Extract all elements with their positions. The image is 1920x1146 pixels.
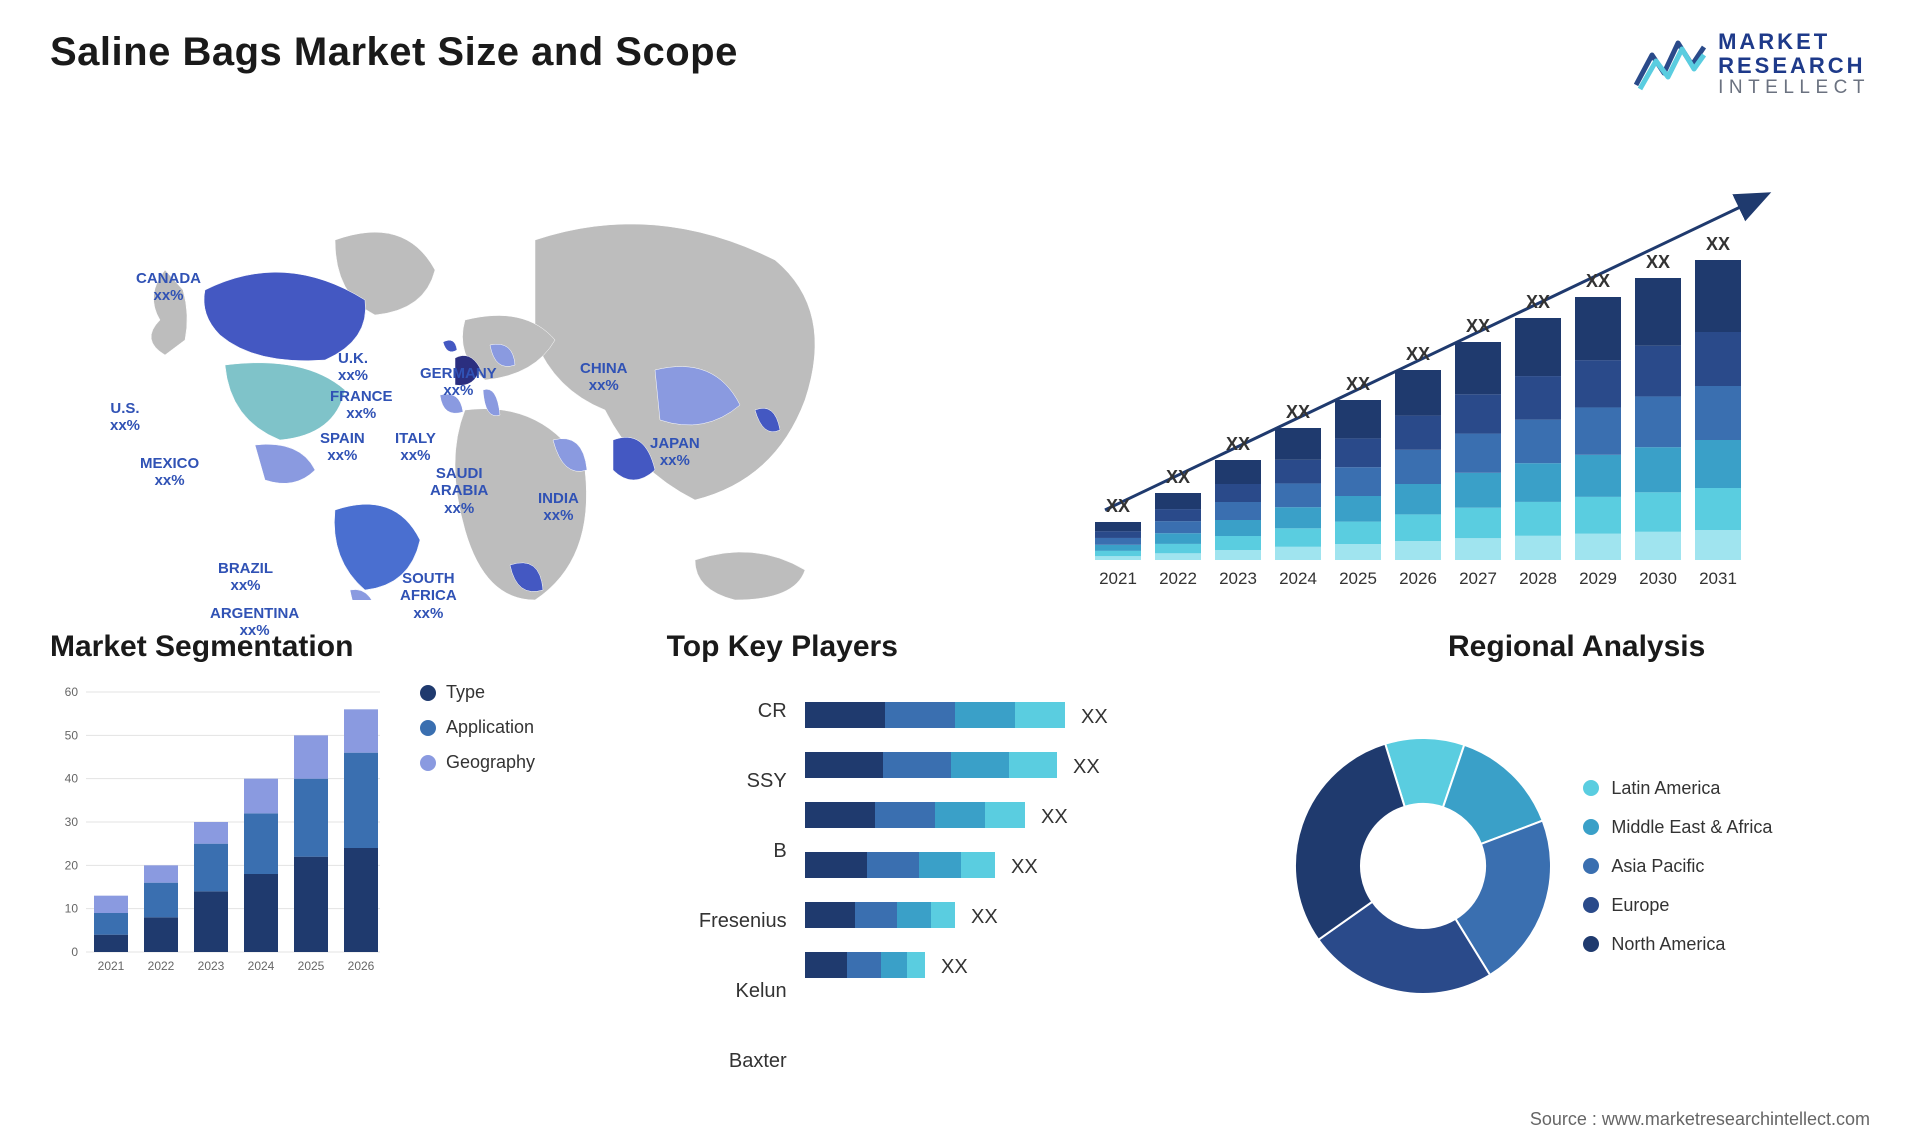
svg-text:XX: XX xyxy=(1706,234,1730,254)
map-label: MEXICOxx% xyxy=(140,455,199,490)
key-player-label: Fresenius xyxy=(667,908,787,958)
svg-text:2025: 2025 xyxy=(1339,569,1377,588)
svg-text:XX: XX xyxy=(1466,316,1490,336)
map-label: ITALYxx% xyxy=(395,430,436,465)
segmentation-chart: 0 10 20 30 40 50 60 2021 2022 2023 2024 2025 2026 xyxy=(50,682,390,982)
map-label: JAPANxx% xyxy=(650,435,700,470)
svg-text:2027: 2027 xyxy=(1459,569,1497,588)
svg-text:XX: XX xyxy=(1586,271,1610,291)
key-player-label: CR xyxy=(667,698,787,748)
svg-text:2031: 2031 xyxy=(1699,569,1737,588)
key-players-chart: XX XX XX XX XX XX xyxy=(805,682,1165,1012)
segmentation-legend: Type Application Geography xyxy=(420,682,535,1050)
key-players-labels: CR SSY B Fresenius Kelun Baxter xyxy=(667,698,787,1098)
svg-text:0: 0 xyxy=(71,945,78,959)
map-label: SOUTHAFRICAxx% xyxy=(400,570,457,622)
key-player-label: B xyxy=(667,838,787,888)
map-label: FRANCExx% xyxy=(330,388,393,423)
legend-item: Europe xyxy=(1583,895,1772,916)
svg-text:2030: 2030 xyxy=(1639,569,1677,588)
map-label: CANADAxx% xyxy=(136,270,201,305)
svg-text:XX: XX xyxy=(971,906,998,928)
key-player-label: Baxter xyxy=(667,1048,787,1098)
svg-text:2023: 2023 xyxy=(198,959,225,973)
svg-text:2028: 2028 xyxy=(1519,569,1557,588)
brand-logo: MARKET RESEARCH INTELLECT xyxy=(1634,30,1870,99)
legend-item: Type xyxy=(420,682,535,703)
source-footer: Source : www.marketresearchintellect.com xyxy=(1530,1109,1870,1130)
svg-text:2024: 2024 xyxy=(1279,569,1317,588)
svg-text:XX: XX xyxy=(1526,292,1550,312)
segmentation-title: Market Segmentation xyxy=(50,630,637,664)
svg-text:2024: 2024 xyxy=(248,959,275,973)
legend-item: Asia Pacific xyxy=(1583,856,1772,877)
key-players-title: Top Key Players xyxy=(667,630,1254,664)
svg-text:XX: XX xyxy=(1346,374,1370,394)
regional-title: Regional Analysis xyxy=(1283,630,1870,664)
svg-text:XX: XX xyxy=(1166,467,1190,487)
svg-text:XX: XX xyxy=(1073,756,1100,778)
svg-text:XX: XX xyxy=(1406,344,1430,364)
svg-text:2023: 2023 xyxy=(1219,569,1257,588)
map-label: ARGENTINAxx% xyxy=(210,605,299,640)
svg-text:2021: 2021 xyxy=(1099,569,1137,588)
logo-text-1: MARKET xyxy=(1718,30,1870,54)
growth-chart-panel: XX 2021 XX 2022 XX 2023 XX 2024 XX 2025 XX 2026 XX 20… xyxy=(980,140,1870,600)
svg-text:XX: XX xyxy=(1106,496,1130,516)
page-title: Saline Bags Market Size and Scope xyxy=(50,30,738,75)
key-player-label: Kelun xyxy=(667,978,787,1028)
regional-legend: Latin America Middle East & Africa Asia Pa… xyxy=(1583,778,1772,955)
map-label: INDIAxx% xyxy=(538,490,579,525)
legend-item: Latin America xyxy=(1583,778,1772,799)
map-label: SAUDIARABIAxx% xyxy=(430,465,488,517)
key-players-panel: Top Key Players CRSSYBFreseniusKelunBaxt… xyxy=(667,630,1254,1050)
svg-text:2029: 2029 xyxy=(1579,569,1617,588)
svg-text:XX: XX xyxy=(1646,252,1670,272)
svg-text:50: 50 xyxy=(65,728,79,742)
legend-item: North America xyxy=(1583,934,1772,955)
key-player-label: SSY xyxy=(667,768,787,818)
map-label: CHINAxx% xyxy=(580,360,628,395)
legend-item: Geography xyxy=(420,752,535,773)
map-label: GERMANYxx% xyxy=(420,365,497,400)
svg-text:30: 30 xyxy=(65,815,79,829)
svg-text:2026: 2026 xyxy=(1399,569,1437,588)
logo-icon xyxy=(1634,35,1706,95)
svg-text:10: 10 xyxy=(65,902,79,916)
svg-text:XX: XX xyxy=(1286,402,1310,422)
svg-text:XX: XX xyxy=(941,956,968,978)
map-label: SPAINxx% xyxy=(320,430,365,465)
map-label: U.S.xx% xyxy=(110,400,140,435)
regional-donut xyxy=(1283,726,1563,1006)
svg-text:2021: 2021 xyxy=(98,959,125,973)
growth-chart: XX 2021 XX 2022 XX 2023 XX 2024 XX 2025 XX 2026 XX 20… xyxy=(980,140,1870,600)
svg-text:XX: XX xyxy=(1081,706,1108,728)
segmentation-panel: Market Segmentation 0 10 20 30 40 50 60 2021 202… xyxy=(50,630,637,1050)
svg-text:XX: XX xyxy=(1041,806,1068,828)
svg-text:20: 20 xyxy=(65,858,79,872)
legend-item: Application xyxy=(420,717,535,738)
svg-text:XX: XX xyxy=(1011,856,1038,878)
svg-text:2026: 2026 xyxy=(348,959,375,973)
legend-item: Middle East & Africa xyxy=(1583,817,1772,838)
regional-panel: Regional Analysis Latin America Middle Ea… xyxy=(1283,630,1870,1050)
svg-text:XX: XX xyxy=(1226,434,1250,454)
svg-text:60: 60 xyxy=(65,685,79,699)
svg-text:2025: 2025 xyxy=(298,959,325,973)
svg-text:2022: 2022 xyxy=(1159,569,1197,588)
svg-text:2022: 2022 xyxy=(148,959,175,973)
world-map-panel: CANADAxx%U.S.xx%MEXICOxx%BRAZILxx%ARGENT… xyxy=(50,140,940,600)
logo-text-3: INTELLECT xyxy=(1718,78,1870,99)
map-label: BRAZILxx% xyxy=(218,560,273,595)
map-label: U.K.xx% xyxy=(338,350,368,385)
logo-text-2: RESEARCH xyxy=(1718,54,1870,78)
svg-text:40: 40 xyxy=(65,772,79,786)
